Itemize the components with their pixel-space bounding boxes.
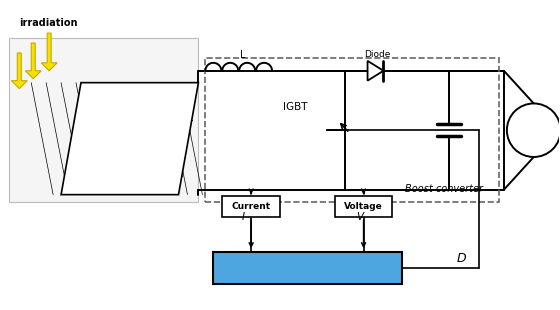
Text: Boost converter: Boost converter — [405, 184, 483, 194]
Polygon shape — [41, 33, 57, 71]
Text: IGBT: IGBT — [283, 102, 307, 113]
FancyBboxPatch shape — [10, 38, 198, 202]
Text: irradiation: irradiation — [19, 18, 78, 28]
Polygon shape — [11, 53, 27, 89]
Circle shape — [507, 104, 560, 157]
Text: Controller: Controller — [274, 261, 341, 274]
Text: D: D — [457, 252, 466, 265]
Polygon shape — [367, 61, 384, 81]
Polygon shape — [61, 83, 198, 195]
Text: I: I — [242, 212, 245, 222]
FancyBboxPatch shape — [222, 196, 280, 217]
Text: V: V — [357, 212, 364, 222]
Text: Current: Current — [232, 202, 270, 211]
FancyBboxPatch shape — [335, 196, 393, 217]
Text: Diode: Diode — [365, 50, 391, 59]
Polygon shape — [25, 43, 41, 79]
Text: L: L — [240, 50, 246, 60]
Text: Voltage: Voltage — [344, 202, 383, 211]
Text: Load: Load — [521, 125, 546, 135]
FancyBboxPatch shape — [213, 252, 403, 284]
